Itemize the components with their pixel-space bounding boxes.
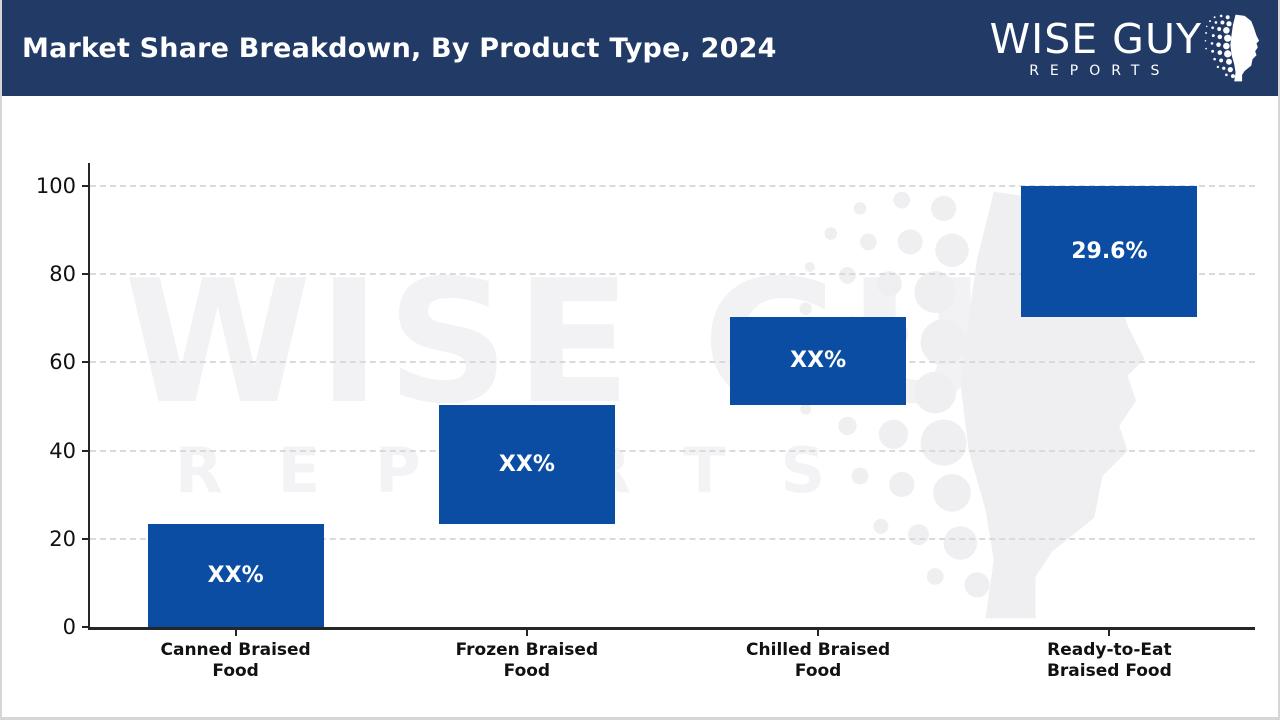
y-axis-tick-60 (82, 361, 90, 364)
logo-dot-head-icon (1204, 14, 1260, 82)
y-axis-tick-label-40: 40 (49, 438, 76, 463)
header-bar: Market Share Breakdown, By Product Type,… (2, 0, 1278, 96)
gridline-y80 (90, 273, 1255, 276)
bar-segment-1: XX% (147, 523, 324, 627)
y-axis-tick-20 (82, 537, 90, 540)
logo-wordmark: WISE GUY (989, 14, 1202, 63)
gridline-y20 (90, 537, 1255, 540)
x-axis-tick-1 (234, 629, 237, 636)
x-axis-category-label-3: Chilled Braised Food (746, 640, 891, 682)
logo-text: WISE GUY REPORTS (989, 14, 1202, 79)
x-axis-tick-2 (525, 629, 528, 636)
bar-value-label-2: XX% (498, 451, 555, 477)
wise-guy-reports-logo: WISE GUY REPORTS (990, 12, 1262, 84)
x-axis-tick-3 (817, 629, 820, 636)
x-axis-line (88, 627, 1255, 630)
y-axis-tick-label-0: 0 (62, 615, 76, 639)
y-axis-tick-label-80: 80 (49, 262, 76, 287)
x-axis-category-label-4: Ready-to-Eat Braised Food (1046, 640, 1172, 682)
y-axis-tick-40 (82, 449, 90, 452)
y-axis-tick-label-20: 20 (49, 526, 76, 551)
y-axis-tick-80 (82, 273, 90, 276)
x-axis-tick-4 (1108, 629, 1111, 636)
bar-value-label-3: XX% (790, 348, 847, 374)
y-axis-tick-label-100: 100 (35, 174, 76, 198)
x-axis-category-label-2: Frozen Braised Food (455, 640, 599, 682)
bar-value-label-4: 29.6% (1071, 238, 1148, 264)
logo-subtitle: REPORTS (1029, 62, 1171, 79)
y-axis-tick-0 (82, 626, 90, 628)
chart-title: Market Share Breakdown, By Product Type,… (22, 32, 777, 64)
gridline-y40 (90, 449, 1255, 452)
y-axis-tick-100 (82, 185, 90, 187)
gridline-y60 (90, 361, 1255, 364)
gridline-y100 (90, 185, 1255, 187)
bar-segment-2: XX% (438, 404, 615, 524)
y-axis-tick-label-60: 60 (49, 350, 76, 375)
bar-value-label-1: XX% (207, 562, 264, 588)
bar-segment-3: XX% (730, 316, 907, 405)
bar-segment-4: 29.6% (1021, 186, 1198, 317)
x-axis-category-label-1: Canned Braised Food (160, 640, 311, 682)
y-axis-line (88, 163, 90, 629)
